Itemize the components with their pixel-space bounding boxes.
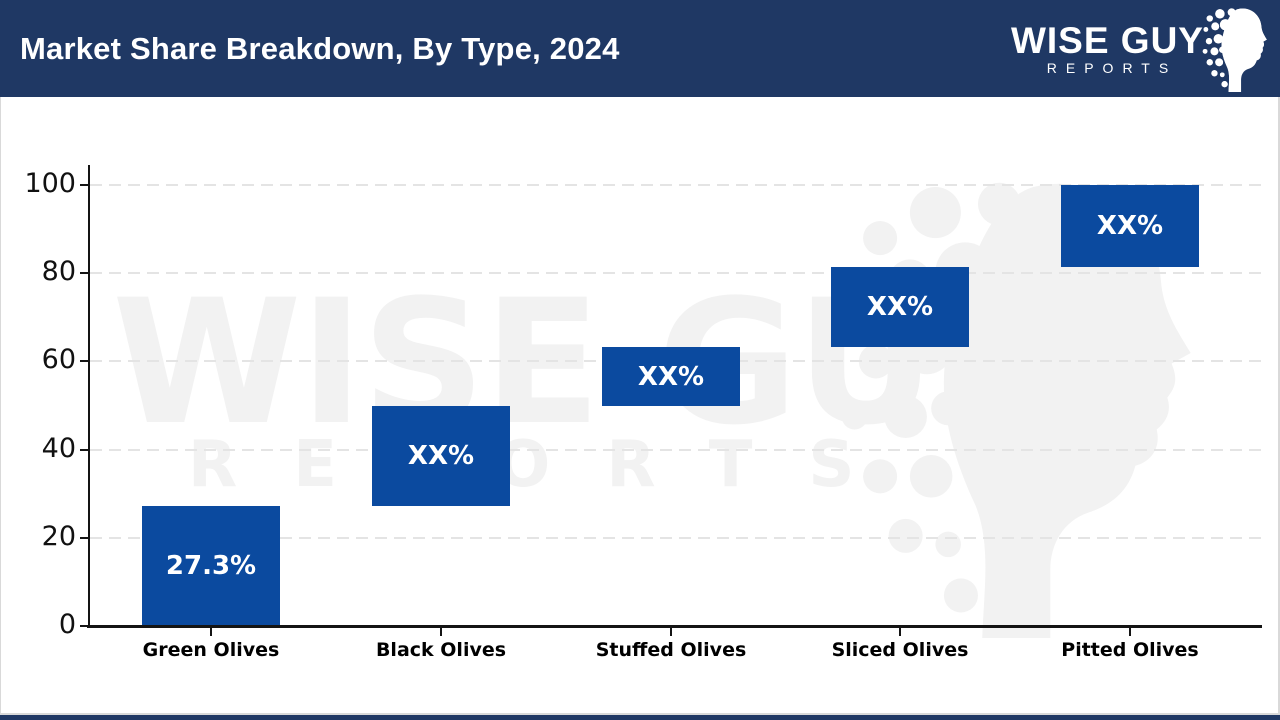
bar-black-olives: XX%: [372, 405, 510, 506]
x-tick-mark-3: [670, 628, 672, 636]
watermark-subtitle: REPORTS: [188, 428, 911, 502]
gridline-20: [90, 536, 1262, 539]
x-tick-mark-4: [899, 628, 901, 636]
y-tick-mark-0: [80, 625, 88, 627]
logo-wordmark: WISE GUY: [1010, 20, 1204, 61]
page-title: Market Share Breakdown, By Type, 2024: [20, 30, 620, 66]
bar-value-label: XX%: [407, 440, 475, 471]
bar-pitted-olives: XX%: [1061, 185, 1199, 268]
bar-value-label: XX%: [1096, 211, 1164, 242]
gridline-80: [90, 272, 1262, 275]
y-tick-label-80: 80: [41, 256, 76, 288]
bar-value-label: XX%: [866, 292, 934, 323]
y-tick-mark-80: [80, 272, 88, 275]
x-tick-mark-2: [440, 628, 442, 636]
y-tick-label-0: 0: [58, 609, 76, 640]
bar-stuffed-olives: XX%: [602, 347, 740, 406]
footer-bar: [0, 715, 1280, 720]
x-tick-mark-1: [210, 628, 212, 636]
y-tick-label-40: 40: [41, 432, 76, 464]
gridline-40: [90, 448, 1262, 451]
x-axis-line: [87, 625, 1262, 628]
x-category-label-1: Green Olives: [142, 639, 280, 661]
brand-logo: WISE GUY REPORTS: [1011, 6, 1270, 92]
x-tick-mark-5: [1129, 628, 1131, 636]
y-tick-label-60: 60: [41, 344, 76, 376]
bar-value-label: XX%: [637, 361, 705, 392]
bar-green-olives: 27.3%: [142, 505, 280, 626]
logo-text: WISE GUY REPORTS: [1010, 20, 1204, 77]
x-category-label-5: Pitted Olives: [1061, 639, 1199, 661]
card-border-right: [1278, 97, 1280, 714]
y-tick-mark-40: [80, 448, 88, 451]
y-tick-mark-20: [80, 536, 88, 539]
card-border-bottom: [0, 713, 1280, 715]
card-border-left: [0, 97, 1, 714]
x-category-label-4: Sliced Olives: [831, 639, 969, 661]
y-tick-mark-60: [80, 360, 88, 363]
bar-sliced-olives: XX%: [831, 267, 969, 348]
y-tick-label-100: 100: [24, 168, 76, 199]
x-category-label-2: Black Olives: [375, 639, 507, 661]
y-tick-label-20: 20: [41, 520, 76, 552]
bar-value-label: 27.3%: [165, 550, 257, 581]
logo-head-icon: [1202, 8, 1267, 92]
y-tick-mark-100: [80, 184, 88, 186]
header-bar: Market Share Breakdown, By Type, 2024 WI…: [0, 0, 1280, 97]
gridline-100: [90, 184, 1262, 186]
logo-subtitle: REPORTS: [1046, 60, 1178, 76]
y-axis-line: [88, 165, 90, 628]
x-category-label-3: Stuffed Olives: [595, 639, 747, 661]
